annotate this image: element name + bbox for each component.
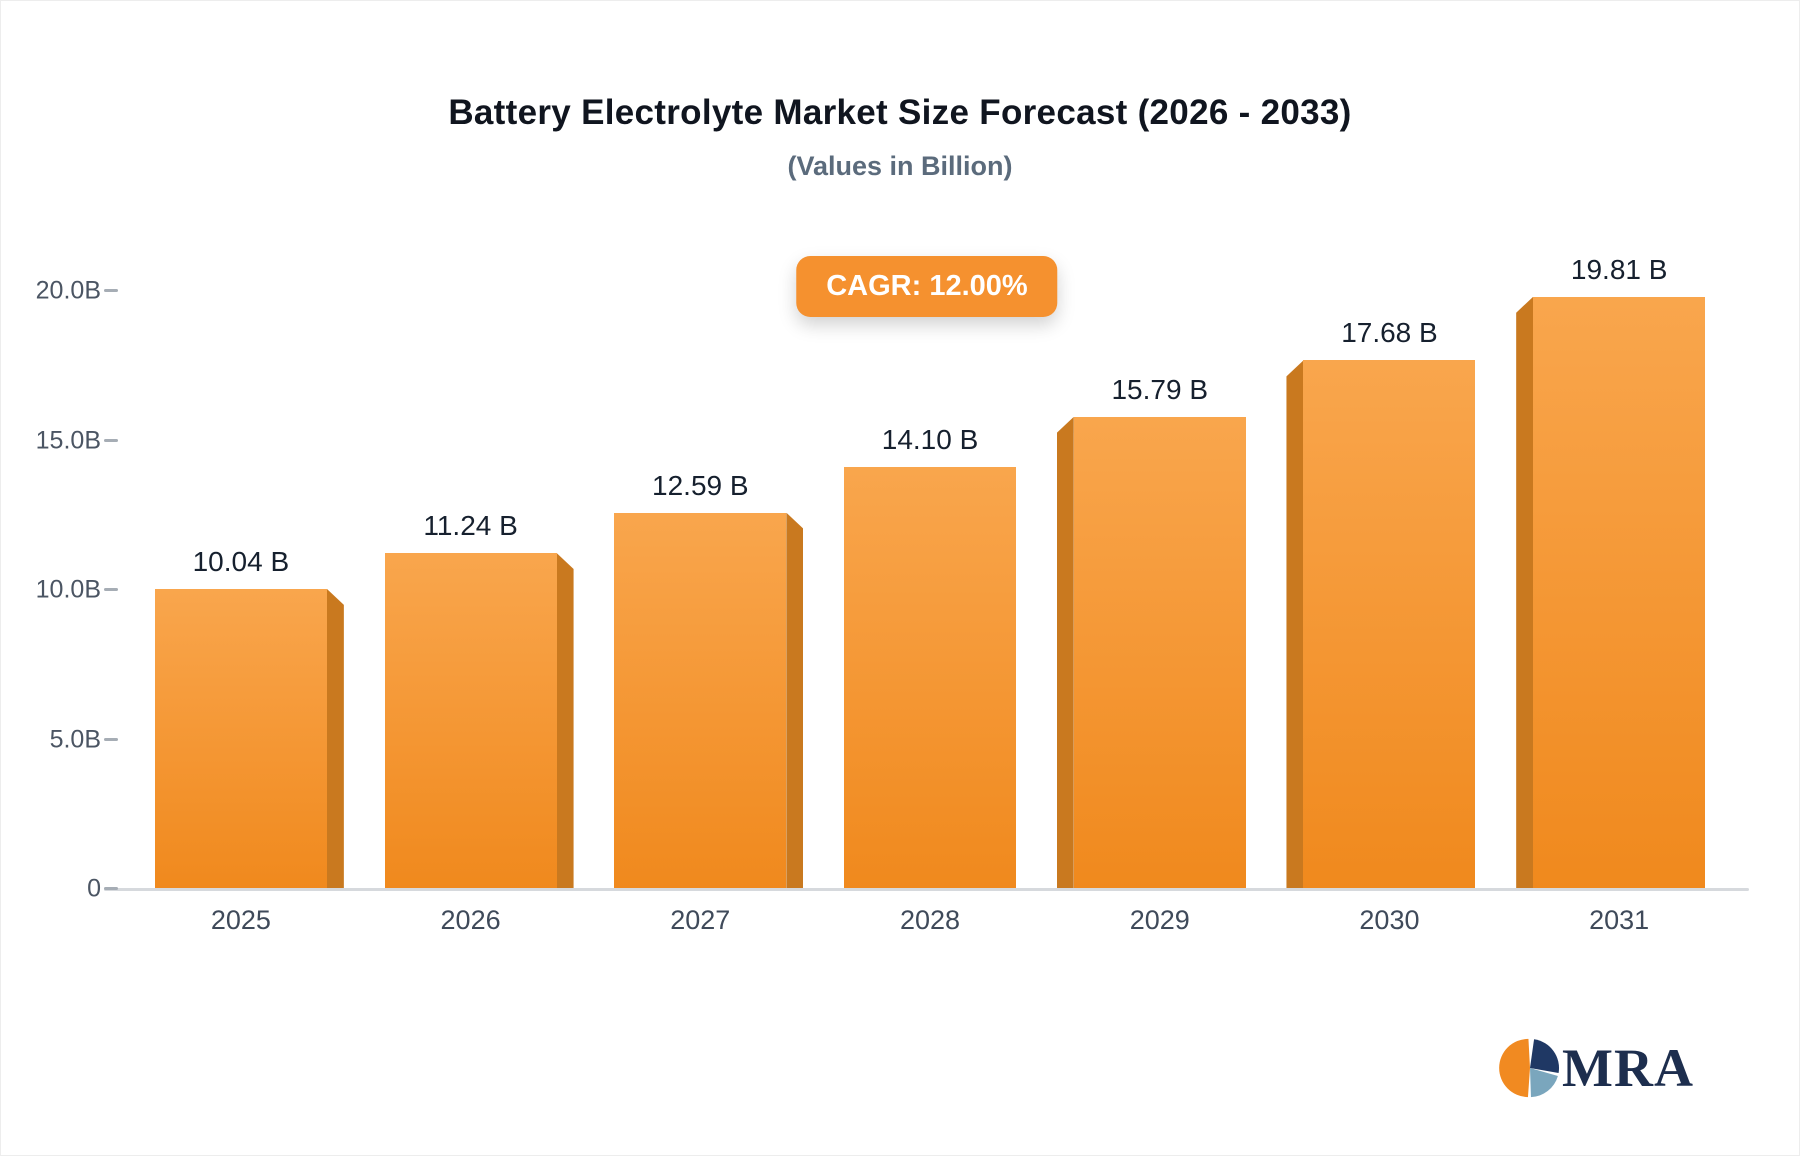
y-tick-label: 15.0B (35, 426, 101, 454)
y-axis: 0 5.0B 10.0B 15.0B 20.0B (19, 277, 101, 903)
y-tick-mark (104, 887, 118, 890)
bar: 14.10 B (844, 424, 1017, 889)
chart-title: Battery Electrolyte Market Size Forecast… (448, 93, 1352, 132)
bar-group: 19.81 B 2031 (1504, 254, 1734, 935)
x-axis-category-label: 2031 (1589, 905, 1650, 935)
bar-3d-side (1056, 416, 1074, 889)
x-axis-category-label: 2028 (899, 905, 961, 935)
logo-text: MRA (1562, 1038, 1694, 1098)
bar-value-label: 19.81 B (1570, 253, 1668, 285)
brand-logo: MRA (1499, 1037, 1694, 1099)
bar-value-label: 12.59 B (652, 469, 749, 501)
bar: 17.68 B (1286, 317, 1476, 889)
y-tick-mark (104, 289, 118, 292)
bar: 12.59 B (614, 470, 804, 889)
logo-blue-wedge (1530, 1068, 1558, 1098)
x-axis-category-label: 2027 (670, 905, 731, 935)
bar: 10.04 B (154, 546, 344, 889)
bar: 11.24 B (384, 510, 574, 889)
y-tick-label: 0 (87, 874, 101, 903)
y-tick-label: 20.0B (35, 276, 101, 305)
x-axis-category-label: 2025 (210, 905, 271, 935)
bar: 19.81 B (1516, 254, 1706, 889)
bar-3d-side (1516, 296, 1534, 889)
logo-orange-wedge (1499, 1038, 1531, 1098)
bar-3d-side (1286, 360, 1304, 889)
x-axis-category-label: 2030 (1359, 905, 1420, 935)
bar-3d-side (556, 552, 574, 889)
x-axis-baseline (104, 888, 1749, 891)
bar-value-label: 11.24 B (423, 509, 518, 541)
bar-value-label: 10.04 B (192, 545, 290, 577)
bar-value-label: 15.79 B (1111, 373, 1208, 405)
y-tick-mark (104, 737, 118, 741)
y-tick-label: 10.0B (35, 575, 101, 604)
y-tick-mark (104, 588, 118, 591)
bar-group: 17.68 B 2030 (1275, 291, 1505, 935)
x-axis-category-label: 2026 (440, 905, 501, 935)
bar: 15.79 B (1056, 374, 1246, 889)
y-tick-label: 5.0B (49, 725, 101, 753)
x-axis-category-label: 2029 (1129, 905, 1190, 935)
pie-logo-icon (1499, 1038, 1560, 1098)
bars-container: 10.04 B 2025 11.24 B 2026 12.59 B 2027 14.10 B… (126, 254, 1734, 935)
bar-group: 12.59 B 2027 (585, 291, 815, 935)
bar-value-label: 14.10 B (881, 424, 979, 456)
logo-navy-wedge (1530, 1039, 1560, 1074)
cagr-badge: CAGR: 12.00% (796, 256, 1058, 317)
bar-group: 11.24 B 2026 (356, 291, 586, 935)
bar-3d-side (326, 588, 344, 889)
bar-group: 10.04 B 2025 (126, 291, 356, 935)
bar-group: 14.10 B 2028 (815, 291, 1045, 935)
y-tick-mark (104, 438, 118, 442)
bar-value-label: 17.68 B (1341, 317, 1438, 349)
plot-area: 10.04 B 2025 11.24 B 2026 12.59 B 2027 14.10 B… (104, 254, 1749, 935)
bar-3d-side (786, 512, 804, 889)
bar-group: 15.79 B 2029 (1045, 291, 1275, 935)
chart-subtitle: (Values in Billion) (787, 151, 1013, 181)
